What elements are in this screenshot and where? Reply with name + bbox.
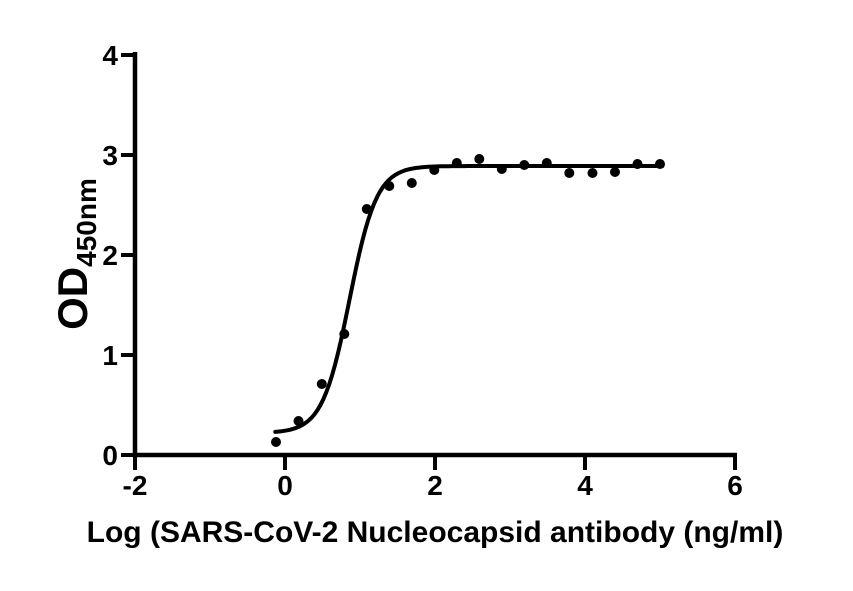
data-point [293, 416, 304, 426]
data-point [655, 159, 665, 169]
x-tick-label: -2 [123, 470, 148, 501]
y-tick-label: 1 [102, 340, 118, 371]
data-point [339, 329, 350, 339]
data-point [316, 379, 327, 389]
data-points [271, 154, 665, 447]
x-tick-label: 4 [577, 470, 593, 501]
data-point [429, 165, 440, 175]
y-tick-label: 4 [102, 40, 118, 71]
data-point [406, 178, 417, 188]
x-axis-title: Log (SARS-CoV-2 Nucleocapsid antibody (n… [87, 516, 784, 549]
data-point [271, 437, 281, 447]
y-tick-label: 2 [102, 240, 118, 271]
data-point [496, 164, 507, 174]
data-point [541, 158, 552, 168]
fit-curve-line [273, 164, 665, 434]
data-point [519, 160, 530, 170]
x-tick-label: 6 [727, 470, 743, 501]
data-point [610, 167, 620, 177]
y-axis-title-main: OD [49, 267, 96, 330]
x-tick-label: 0 [277, 470, 293, 501]
data-point [587, 168, 598, 178]
y-tick-label: 3 [102, 140, 118, 171]
data-point [451, 158, 462, 168]
y-tick-label: 0 [102, 440, 118, 471]
data-point [361, 204, 372, 214]
axes [121, 52, 737, 470]
x-tick-label: 2 [427, 470, 443, 501]
data-point [564, 168, 575, 178]
data-point [632, 159, 643, 169]
y-axis-title-subscript: 450nm [71, 178, 102, 267]
y-axis-title: OD450nm [49, 178, 102, 330]
data-point [474, 154, 485, 164]
data-point [384, 181, 395, 191]
